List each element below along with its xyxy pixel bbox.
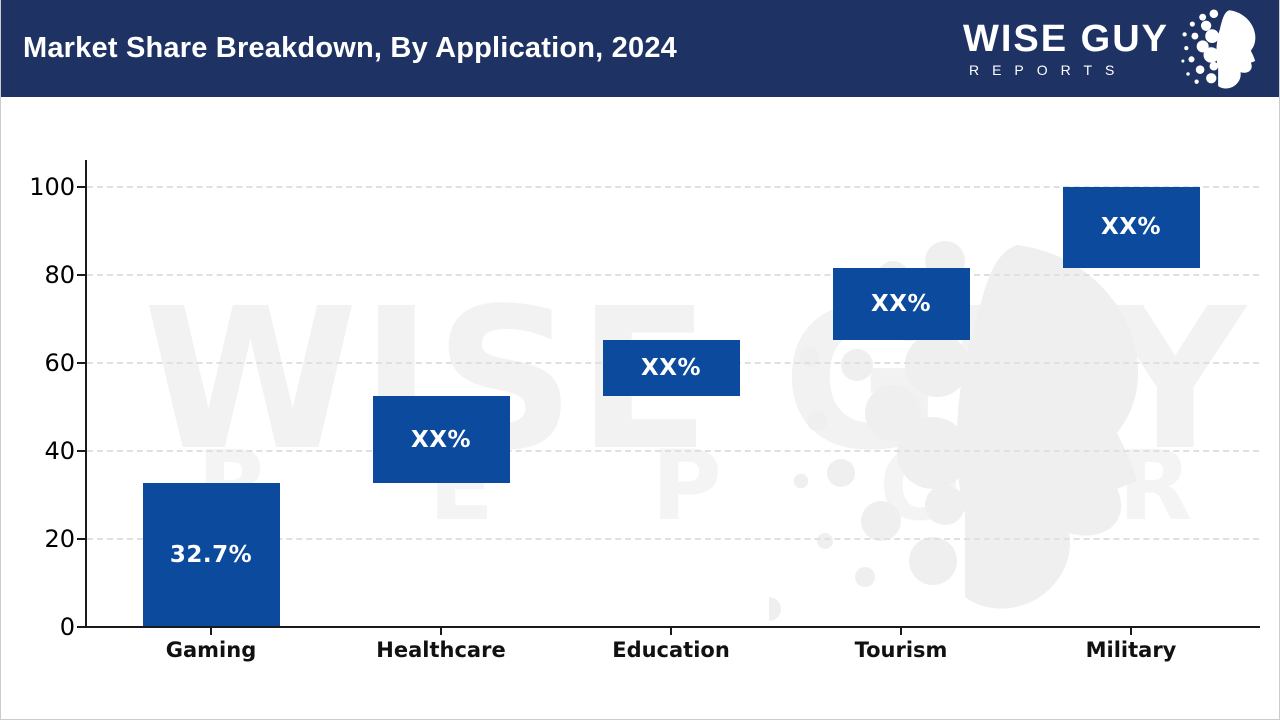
x-tick-label-tourism: Tourism: [854, 638, 948, 662]
x-tick-mark: [1130, 628, 1132, 635]
x-tick-mark: [670, 628, 672, 635]
x-tick-label-gaming: Gaming: [165, 638, 257, 662]
x-tick-mark: [440, 628, 442, 635]
y-tick-label: 100: [29, 173, 75, 201]
bar-value-label: XX%: [1100, 214, 1161, 241]
bar-tourism: XX%: [832, 267, 970, 341]
page-title: Market Share Breakdown, By Application, …: [23, 32, 677, 64]
bar-military: XX%: [1062, 187, 1200, 268]
logo-subtitle: REPORTS: [968, 61, 1128, 78]
bar-value-label: XX%: [410, 426, 471, 453]
x-tick-mark: [210, 628, 212, 635]
x-axis-line: [85, 626, 1260, 628]
y-tick-label: 0: [59, 613, 75, 641]
wise-guy-logo: WISE GUY REPORTS: [962, 6, 1279, 92]
x-tick-label-education: Education: [612, 638, 730, 662]
y-tick-mark: [77, 626, 86, 628]
gridline-y100: [87, 186, 1259, 188]
x-tick-label-military: Military: [1085, 638, 1177, 662]
bar-education: XX%: [602, 340, 740, 396]
y-tick-mark: [77, 362, 86, 364]
logo-wordmark: WISE GUY: [962, 17, 1169, 60]
bar-value-label: 32.7%: [169, 542, 253, 569]
y-tick-label: 80: [44, 261, 75, 289]
y-axis-line: [85, 160, 87, 628]
x-tick-mark: [900, 628, 902, 635]
y-tick-mark: [77, 274, 86, 276]
x-tick-label-healthcare: Healthcare: [376, 638, 506, 662]
gridline-y40: [87, 450, 1259, 452]
header-bar: Market Share Breakdown, By Application, …: [1, 0, 1279, 97]
y-tick-label: 20: [44, 525, 75, 553]
bar-healthcare: XX%: [372, 396, 510, 484]
dotted-head-profile-icon: [1181, 8, 1256, 88]
y-tick-label: 60: [44, 349, 75, 377]
gridline-y80: [87, 274, 1259, 276]
bar-value-label: XX%: [640, 355, 701, 382]
y-tick-mark: [77, 186, 86, 188]
y-tick-label: 40: [44, 437, 75, 465]
y-tick-mark: [77, 538, 86, 540]
bar-gaming: 32.7%: [142, 483, 280, 627]
bar-value-label: XX%: [870, 291, 931, 318]
y-tick-mark: [77, 450, 86, 452]
gridline-y20: [87, 538, 1259, 540]
